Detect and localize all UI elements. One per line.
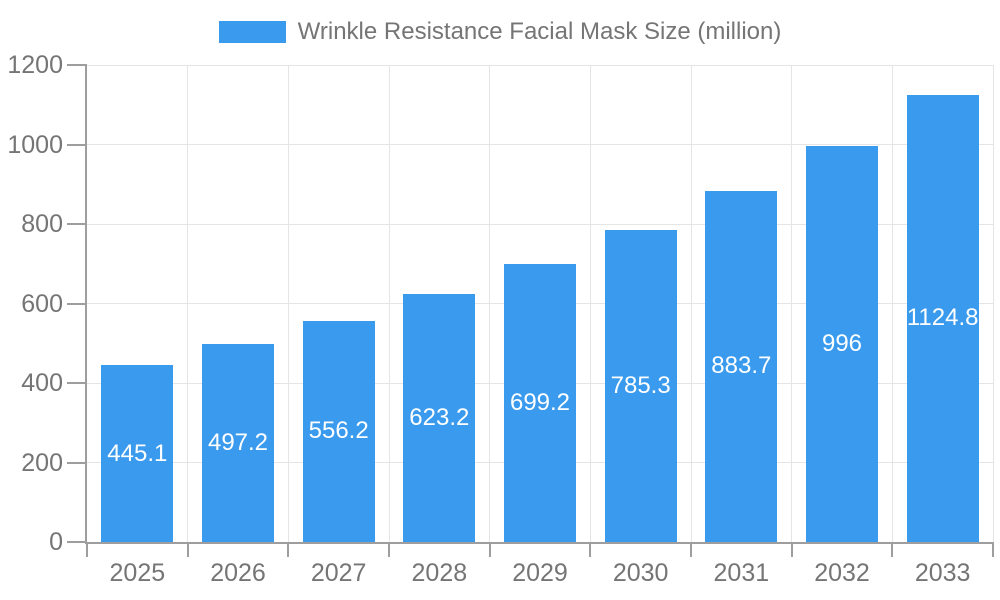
bar-value-label: 883.7 — [711, 352, 772, 380]
x-tick-label: 2030 — [612, 559, 669, 587]
x-tick-mark — [589, 542, 592, 557]
x-tick-mark — [690, 542, 692, 557]
v-gridline — [287, 65, 289, 542]
y-tick-mark — [67, 223, 87, 225]
v-gridline — [791, 65, 793, 542]
v-gridline — [489, 65, 491, 542]
bar-value-label: 1124.8 — [906, 304, 979, 332]
bar-value-label: 556.2 — [308, 417, 369, 445]
y-tick-label: 400 — [21, 369, 63, 397]
x-tick-label: 2033 — [914, 559, 971, 587]
x-tick-label: 2026 — [210, 559, 266, 587]
y-tick-mark — [67, 64, 87, 66]
bar[interactable]: 785.3 — [604, 229, 677, 542]
x-tick-mark — [287, 542, 290, 557]
h-gridline — [87, 144, 993, 145]
bar-value-label: 445.1 — [107, 439, 168, 467]
bar-value-label: 699.2 — [509, 389, 571, 417]
x-axis-line — [85, 542, 993, 544]
bar[interactable]: 883.7 — [705, 190, 778, 542]
h-gridline — [87, 64, 993, 66]
bar[interactable]: 1124.8 — [906, 94, 979, 542]
y-tick-mark — [67, 143, 87, 146]
v-gridline — [589, 65, 591, 542]
x-tick-mark — [388, 542, 390, 557]
bar[interactable]: 497.2 — [202, 344, 274, 542]
x-tick-mark — [790, 542, 793, 557]
bar[interactable]: 699.2 — [504, 264, 576, 542]
y-tick-mark — [67, 382, 87, 384]
x-tick-mark — [86, 542, 88, 557]
x-tick-label: 2029 — [512, 559, 568, 587]
bar[interactable]: 996 — [806, 146, 878, 542]
x-tick-label: 2028 — [411, 559, 468, 587]
y-tick-label: 1000 — [7, 130, 63, 159]
bar[interactable]: 556.2 — [302, 320, 375, 542]
y-tick-label: 600 — [21, 289, 63, 318]
bar[interactable]: 445.1 — [101, 365, 174, 542]
bar-value-label: 996 — [821, 330, 863, 358]
x-tick-mark — [891, 542, 894, 557]
x-tick-label: 2027 — [310, 559, 367, 587]
h-gridline — [87, 223, 993, 225]
x-tick-label: 2032 — [814, 559, 870, 587]
y-tick-mark — [67, 461, 87, 464]
legend[interactable]: Wrinkle Resistance Facial Mask Size (mil… — [0, 18, 1000, 46]
y-tick-label: 0 — [49, 528, 63, 556]
y-tick-mark — [67, 541, 87, 543]
v-gridline — [187, 65, 189, 542]
v-gridline — [388, 65, 390, 542]
v-gridline — [690, 65, 692, 542]
x-tick-label: 2025 — [109, 559, 166, 587]
x-tick-mark — [488, 542, 491, 557]
bar-value-label: 785.3 — [610, 371, 671, 399]
bar[interactable]: 623.2 — [403, 294, 476, 542]
x-tick-mark — [186, 542, 189, 557]
x-tick-mark — [992, 542, 994, 557]
y-tick-mark — [67, 302, 87, 305]
legend-swatch-icon — [218, 21, 286, 43]
y-tick-label: 800 — [21, 210, 63, 238]
y-axis-line — [85, 65, 87, 544]
y-tick-label: 1200 — [7, 51, 63, 79]
y-tick-label: 200 — [21, 448, 63, 477]
bar-value-label: 497.2 — [207, 429, 269, 457]
bar-value-label: 623.2 — [409, 404, 470, 432]
v-gridline — [992, 65, 994, 542]
v-gridline — [891, 65, 893, 542]
legend-label: Wrinkle Resistance Facial Mask Size (mil… — [297, 18, 782, 45]
x-tick-label: 2031 — [713, 559, 770, 587]
